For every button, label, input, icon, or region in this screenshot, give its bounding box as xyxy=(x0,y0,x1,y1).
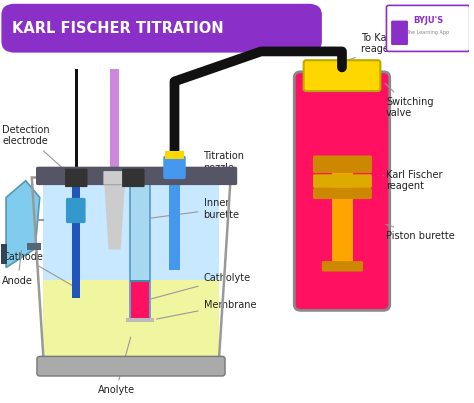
FancyBboxPatch shape xyxy=(313,174,372,188)
FancyBboxPatch shape xyxy=(322,261,363,272)
Text: Cathode: Cathode xyxy=(2,252,73,286)
Text: Catholyte: Catholyte xyxy=(152,273,251,299)
Bar xyxy=(169,160,180,270)
Text: The Learning App: The Learning App xyxy=(407,30,450,35)
Polygon shape xyxy=(44,280,219,359)
Text: Piston burette: Piston burette xyxy=(386,224,455,241)
FancyBboxPatch shape xyxy=(294,72,390,310)
FancyBboxPatch shape xyxy=(65,169,88,187)
Text: KARL FISCHER TITRATION: KARL FISCHER TITRATION xyxy=(12,21,223,36)
Bar xyxy=(75,69,78,170)
FancyBboxPatch shape xyxy=(163,156,186,179)
FancyBboxPatch shape xyxy=(103,171,126,185)
Text: BYJU'S: BYJU'S xyxy=(413,16,443,25)
Bar xyxy=(72,177,80,297)
FancyBboxPatch shape xyxy=(1,4,322,53)
Text: Anolyte: Anolyte xyxy=(98,337,135,395)
Bar xyxy=(165,151,184,160)
Bar xyxy=(27,243,41,250)
FancyBboxPatch shape xyxy=(313,156,372,173)
FancyBboxPatch shape xyxy=(304,60,380,91)
Text: Anode: Anode xyxy=(2,250,33,286)
FancyBboxPatch shape xyxy=(313,188,372,199)
FancyBboxPatch shape xyxy=(391,21,408,45)
Bar xyxy=(1,243,7,264)
FancyBboxPatch shape xyxy=(122,169,145,187)
FancyBboxPatch shape xyxy=(36,167,237,185)
Text: Karl Fischer
reagent: Karl Fischer reagent xyxy=(383,170,442,191)
FancyBboxPatch shape xyxy=(66,198,86,223)
Bar xyxy=(332,168,353,264)
Text: Switching
valve: Switching valve xyxy=(385,83,433,118)
FancyBboxPatch shape xyxy=(37,356,225,376)
FancyBboxPatch shape xyxy=(386,5,470,52)
Text: To Karl Fischer
reagent bottle: To Karl Fischer reagent bottle xyxy=(345,33,430,61)
Text: Titration
nozzle: Titration nozzle xyxy=(177,152,245,179)
Text: Membrane: Membrane xyxy=(156,300,256,319)
Text: Detection
electrode: Detection electrode xyxy=(2,125,74,178)
Bar xyxy=(126,318,154,322)
Polygon shape xyxy=(6,181,40,268)
Bar xyxy=(129,280,150,283)
Polygon shape xyxy=(104,184,125,249)
Bar xyxy=(110,69,119,177)
Bar xyxy=(130,282,149,318)
Polygon shape xyxy=(44,179,219,280)
Bar xyxy=(129,176,150,318)
Text: Inner
burette: Inner burette xyxy=(143,198,239,220)
